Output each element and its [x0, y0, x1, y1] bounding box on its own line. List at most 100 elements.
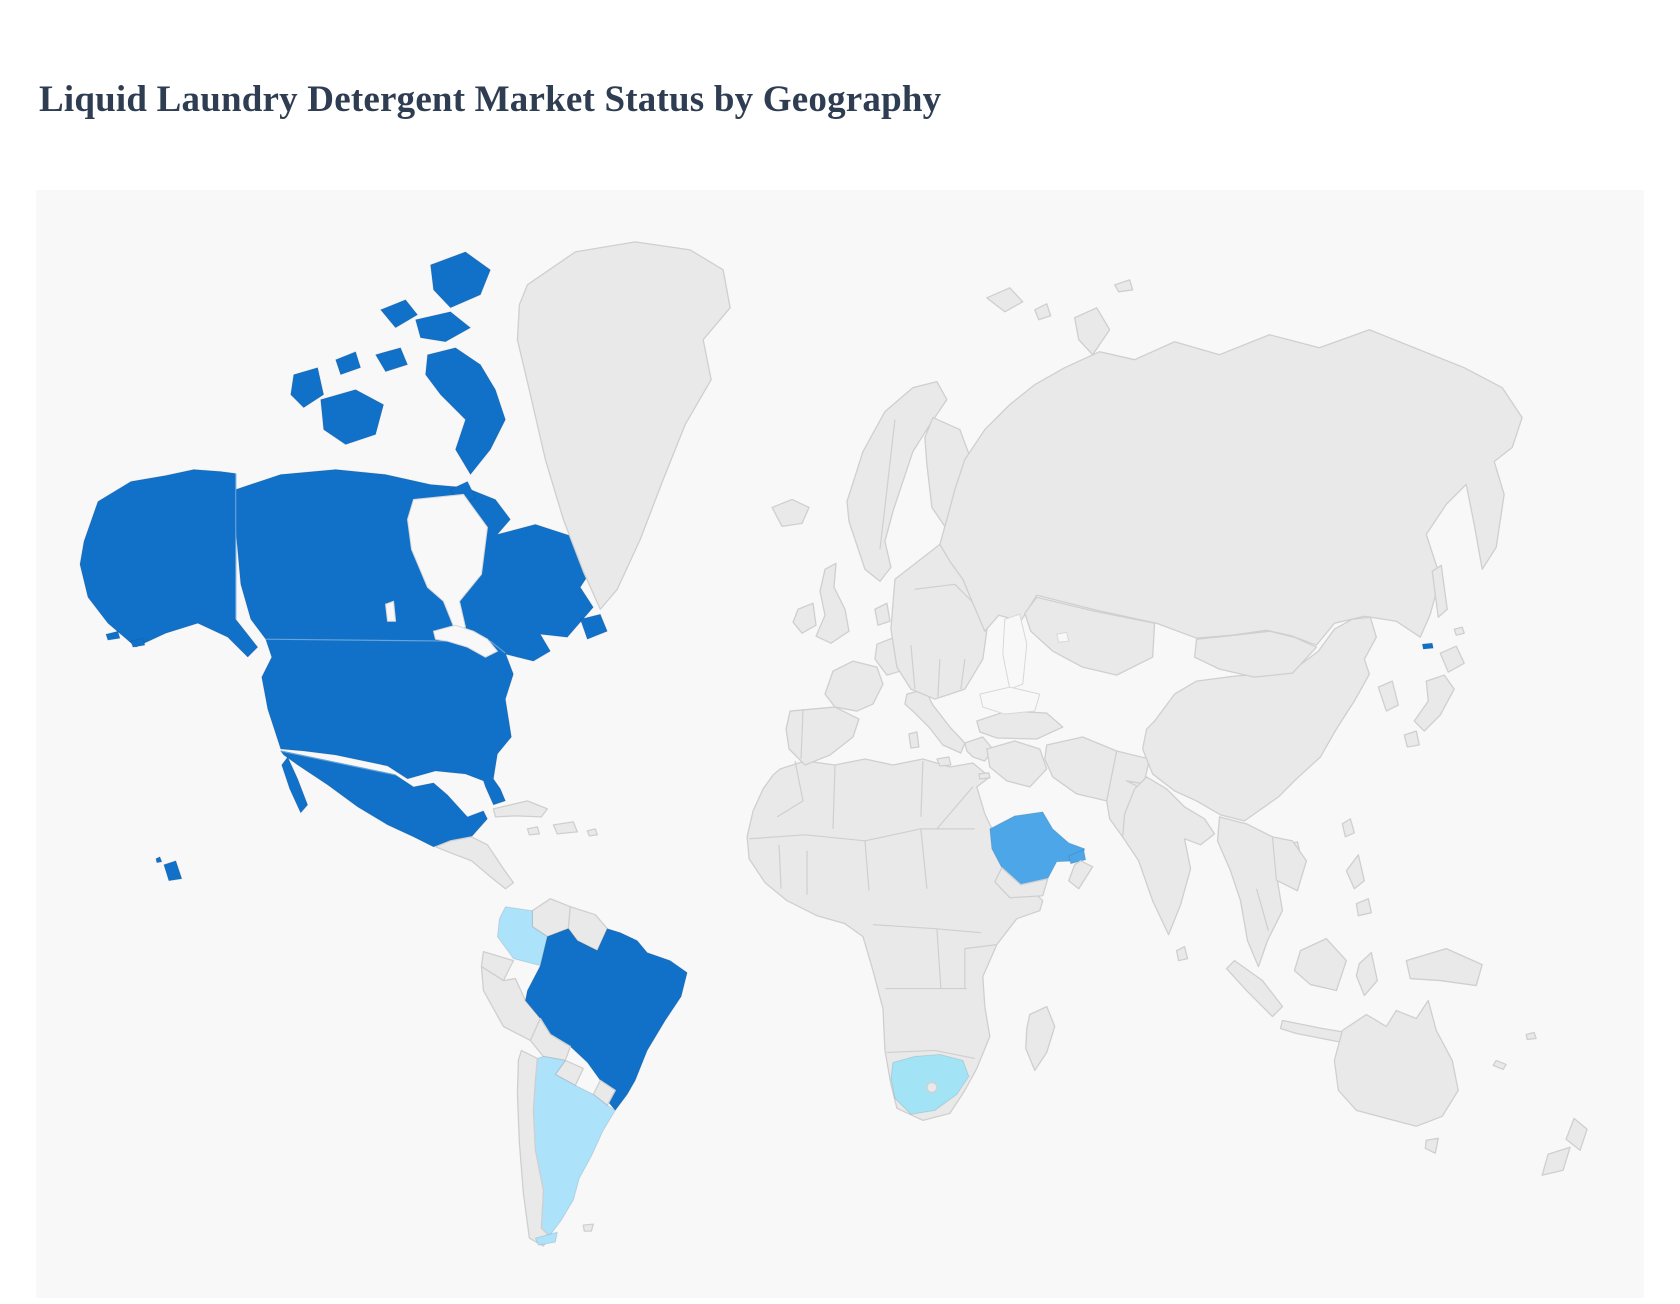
asia-border — [1255, 888, 1270, 931]
africa-border — [832, 764, 836, 829]
world-map-svg — [36, 190, 1644, 1298]
country-ireland[interactable] — [792, 602, 817, 634]
country-new-zealand-south[interactable] — [1541, 1146, 1571, 1176]
country-korea[interactable] — [1377, 680, 1399, 712]
aral-sea — [1056, 631, 1070, 643]
africa-border — [920, 760, 924, 817]
island-kuril[interactable] — [1453, 626, 1465, 636]
country-great-britain[interactable] — [815, 562, 850, 644]
island-sicily[interactable] — [936, 756, 952, 767]
country-canada-ellesmere[interactable] — [430, 251, 491, 309]
island-tasmania[interactable] — [1424, 1137, 1439, 1154]
country-cuba[interactable] — [492, 800, 549, 818]
norway-sweden-border — [879, 419, 896, 550]
country-new-zealand-north[interactable] — [1565, 1117, 1588, 1151]
country-lesotho[interactable] — [926, 1081, 938, 1094]
country-canada-newfoundland[interactable] — [579, 613, 608, 640]
island-luzon[interactable] — [1345, 854, 1365, 890]
region-levant-iraq[interactable] — [986, 740, 1048, 788]
island[interactable] — [335, 351, 362, 376]
country-iceland[interactable] — [771, 498, 810, 528]
country-usa-bering-sliver[interactable] — [1421, 642, 1434, 650]
island-borneo[interactable] — [1293, 937, 1348, 992]
island-sulawesi[interactable] — [1355, 951, 1378, 997]
tierra-del-fuego[interactable] — [534, 1231, 558, 1246]
island-svalbard[interactable] — [1034, 303, 1052, 321]
asia-border — [1271, 836, 1278, 881]
country-canada-banks[interactable] — [290, 367, 325, 409]
country-australia[interactable] — [1333, 999, 1459, 1127]
country-italy[interactable] — [904, 688, 966, 754]
continent-africa[interactable] — [746, 758, 1044, 1121]
country-canada-baffin[interactable] — [425, 347, 506, 475]
country-usa-hawaii[interactable] — [163, 860, 183, 882]
country-canada-devon[interactable] — [415, 311, 471, 343]
caspian-sea — [1002, 613, 1028, 690]
island[interactable] — [380, 299, 419, 329]
country-canada-victoria[interactable] — [320, 389, 385, 446]
africa-border — [776, 760, 804, 818]
us-mexico-border — [280, 750, 396, 776]
europe-border — [910, 645, 916, 690]
island-fiji[interactable] — [1525, 1031, 1537, 1041]
country-usa[interactable] — [261, 638, 514, 806]
island-svalbard[interactable] — [986, 287, 1024, 313]
country-greenland[interactable] — [516, 241, 731, 610]
country-japan-honshu[interactable] — [1413, 674, 1455, 732]
africa-border — [920, 828, 928, 889]
island-mindanao[interactable] — [1355, 898, 1372, 917]
island[interactable] — [375, 347, 409, 373]
island-sakhalin[interactable] — [1431, 564, 1448, 618]
europe-border — [937, 659, 941, 698]
island-new-guinea[interactable] — [1405, 947, 1483, 987]
country-usa-aleutians[interactable] — [105, 630, 121, 641]
country-madagascar[interactable] — [1025, 1005, 1056, 1072]
island-crete[interactable] — [978, 772, 991, 780]
black-sea — [979, 686, 1041, 715]
island-new-caledonia[interactable] — [1492, 1059, 1507, 1071]
great-lakes — [432, 624, 499, 658]
africa-border — [936, 786, 974, 830]
island-sardinia[interactable] — [908, 731, 920, 749]
country-japan-kyushu[interactable] — [1403, 730, 1420, 748]
country-greece[interactable] — [964, 736, 994, 762]
country-denmark[interactable] — [874, 602, 891, 626]
page-title: Liquid Laundry Detergent Market Status b… — [39, 79, 942, 120]
africa-border — [964, 944, 997, 989]
country-uae[interactable] — [1068, 849, 1087, 865]
portugal-border — [800, 709, 804, 759]
region-southeast-asia[interactable] — [1216, 816, 1308, 968]
region-central-asia[interactable] — [1024, 596, 1156, 676]
country-brazil[interactable] — [524, 928, 688, 1111]
island-sumatra[interactable] — [1225, 959, 1284, 1018]
island-taiwan[interactable] — [1341, 818, 1356, 838]
country-mexico-baja[interactable] — [281, 756, 309, 814]
africa-border — [872, 924, 981, 934]
world-map — [36, 190, 1644, 1298]
africa-border — [886, 1049, 975, 1060]
country-sri-lanka[interactable] — [1175, 945, 1189, 962]
country-usa-aleutians[interactable] — [130, 637, 146, 648]
country-russia[interactable] — [939, 329, 1523, 646]
country-yemen[interactable] — [994, 867, 1049, 899]
country-jamaica[interactable] — [526, 826, 541, 836]
region-scandinavia[interactable] — [846, 381, 948, 582]
island-franz-josef[interactable] — [1114, 279, 1134, 293]
africa-border — [778, 844, 782, 889]
country-usa-alaska[interactable] — [79, 468, 259, 658]
falkland-islands[interactable] — [582, 1223, 594, 1232]
region-central-america[interactable] — [434, 836, 515, 890]
africa-border — [936, 928, 942, 989]
africa-border — [864, 840, 870, 891]
country-hispaniola[interactable] — [552, 821, 578, 835]
country-india[interactable] — [1121, 776, 1216, 936]
island-novaya-zemlya[interactable] — [1074, 307, 1111, 356]
europe-border — [960, 659, 966, 690]
country-spain[interactable] — [785, 706, 860, 766]
country-mongolia[interactable] — [1193, 630, 1318, 678]
country-france[interactable] — [824, 660, 884, 712]
country-oman[interactable] — [1068, 860, 1094, 890]
country-japan-hokkaido[interactable] — [1439, 645, 1465, 673]
country-usa-hawaii[interactable] — [155, 856, 163, 864]
country-puerto-rico[interactable] — [586, 828, 598, 837]
